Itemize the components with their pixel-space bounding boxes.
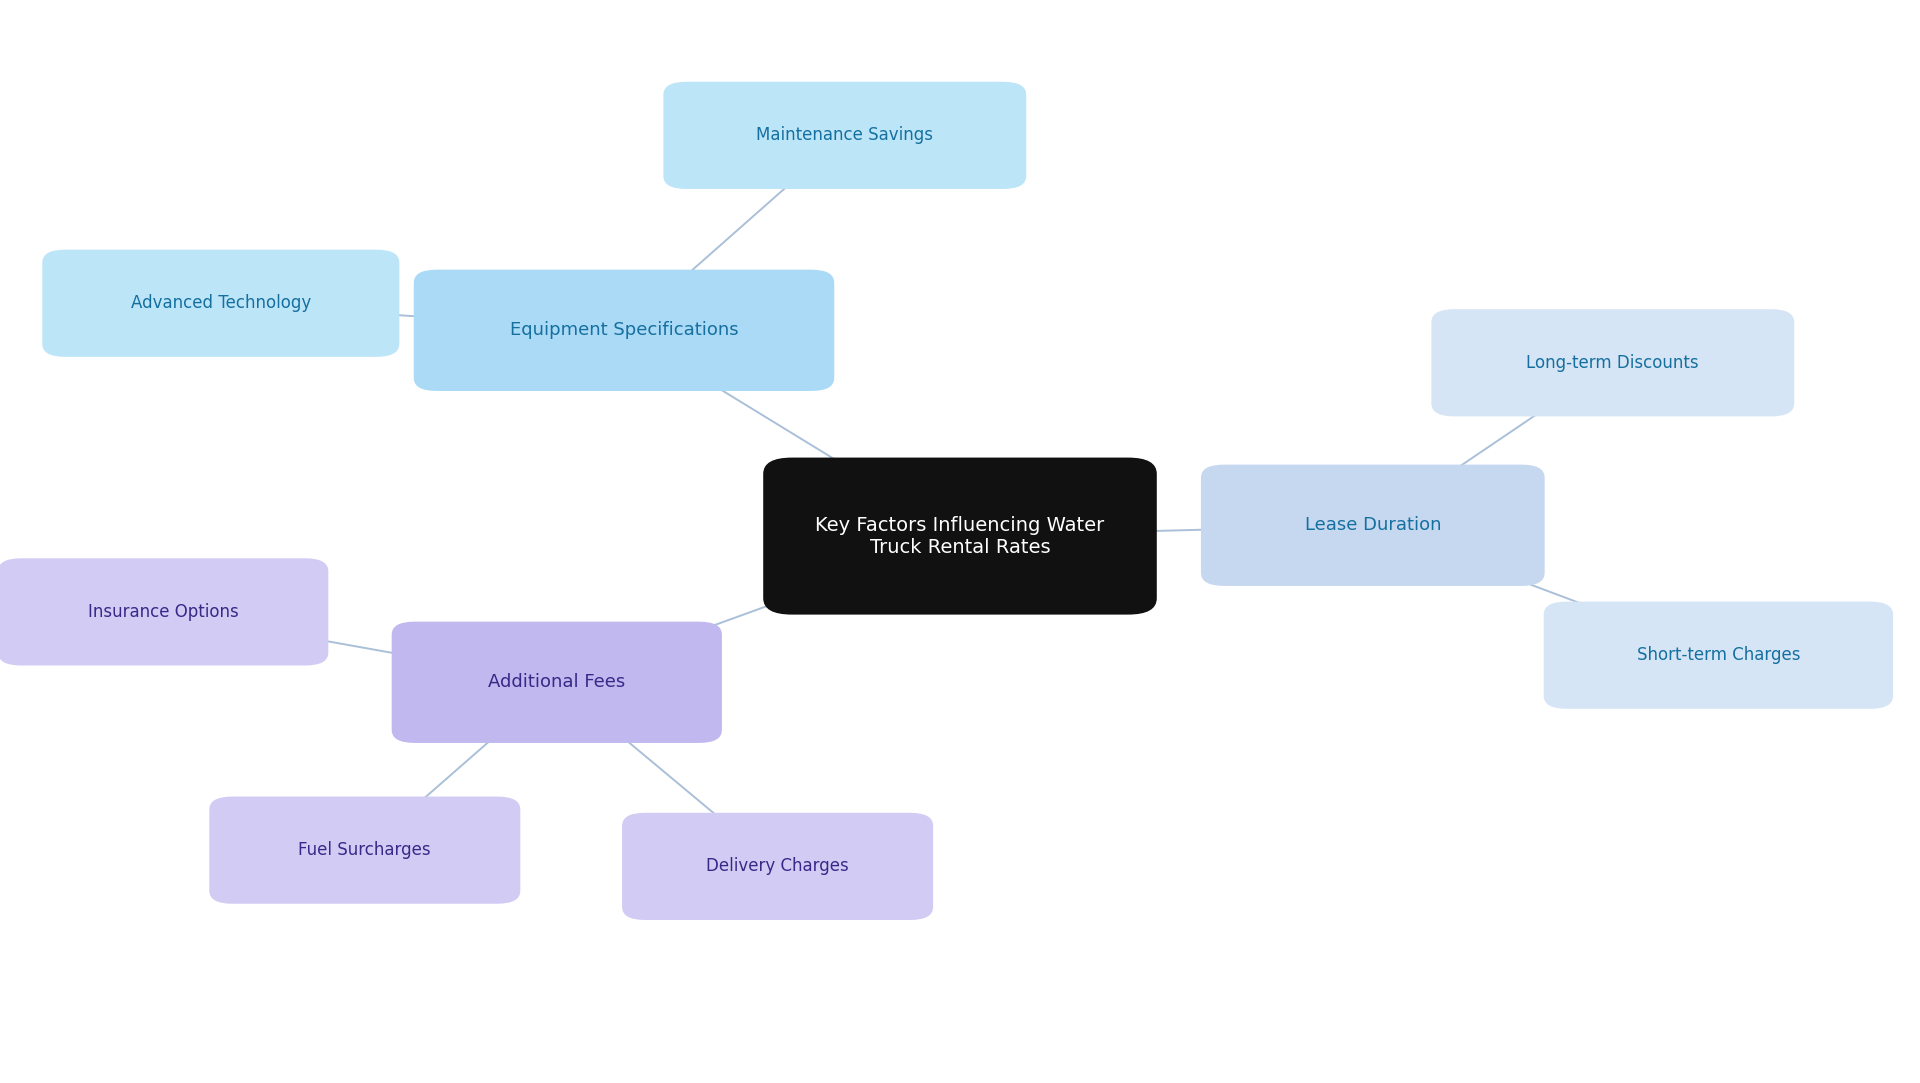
Text: Short-term Charges: Short-term Charges	[1636, 647, 1801, 664]
FancyBboxPatch shape	[392, 622, 722, 743]
FancyBboxPatch shape	[662, 82, 1025, 188]
FancyBboxPatch shape	[762, 457, 1156, 615]
Text: Insurance Options: Insurance Options	[88, 603, 238, 621]
FancyBboxPatch shape	[1430, 310, 1793, 417]
FancyBboxPatch shape	[1202, 465, 1544, 586]
FancyBboxPatch shape	[42, 250, 399, 357]
Text: Lease Duration: Lease Duration	[1304, 517, 1442, 534]
Text: Equipment Specifications: Equipment Specifications	[509, 322, 739, 339]
Text: Advanced Technology: Advanced Technology	[131, 295, 311, 312]
Text: Maintenance Savings: Maintenance Savings	[756, 127, 933, 144]
FancyBboxPatch shape	[0, 559, 328, 665]
FancyBboxPatch shape	[622, 812, 933, 921]
Text: Fuel Surcharges: Fuel Surcharges	[298, 841, 432, 859]
FancyBboxPatch shape	[1544, 602, 1893, 708]
FancyBboxPatch shape	[415, 270, 833, 391]
Text: Delivery Charges: Delivery Charges	[707, 858, 849, 875]
Text: Key Factors Influencing Water
Truck Rental Rates: Key Factors Influencing Water Truck Rent…	[816, 516, 1104, 557]
Text: Long-term Discounts: Long-term Discounts	[1526, 354, 1699, 371]
Text: Additional Fees: Additional Fees	[488, 674, 626, 691]
FancyBboxPatch shape	[209, 797, 520, 903]
